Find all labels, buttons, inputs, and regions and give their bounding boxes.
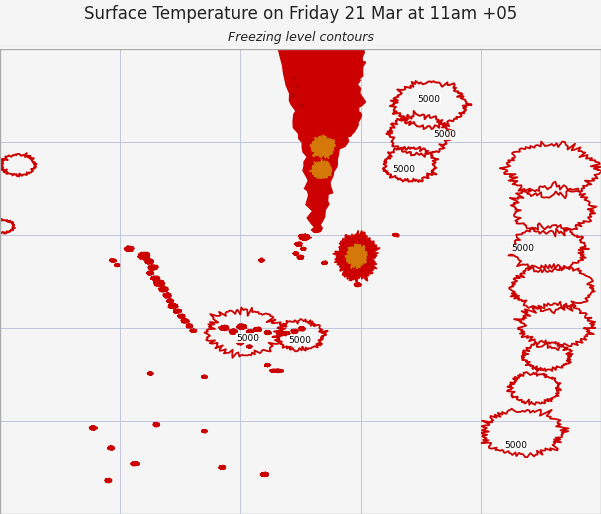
Polygon shape [293,251,299,255]
Polygon shape [218,325,229,331]
Polygon shape [147,271,154,275]
Polygon shape [168,303,178,308]
Polygon shape [294,242,302,247]
Polygon shape [163,292,171,298]
Polygon shape [147,372,153,375]
Text: 5000: 5000 [511,244,534,253]
Polygon shape [201,375,207,378]
Polygon shape [181,319,189,323]
Polygon shape [354,282,361,287]
Polygon shape [201,429,207,433]
Polygon shape [190,329,197,333]
Polygon shape [219,465,226,470]
Polygon shape [109,259,117,262]
Polygon shape [150,276,160,281]
Text: 5000: 5000 [504,440,527,450]
Polygon shape [138,252,150,261]
Polygon shape [269,369,284,373]
Polygon shape [130,461,139,466]
Polygon shape [236,324,246,329]
Polygon shape [310,159,332,179]
Polygon shape [166,299,174,303]
Polygon shape [108,446,115,451]
Polygon shape [264,363,271,367]
Polygon shape [333,230,380,283]
Polygon shape [177,314,185,319]
Polygon shape [392,233,398,237]
Polygon shape [246,345,252,348]
Text: 5000: 5000 [392,166,415,174]
Polygon shape [159,286,168,292]
Polygon shape [114,263,120,267]
Polygon shape [124,246,134,251]
Polygon shape [105,478,112,483]
Polygon shape [229,328,237,335]
Polygon shape [173,309,182,313]
Text: Freezing level contours: Freezing level contours [228,30,373,44]
Polygon shape [291,329,298,334]
Polygon shape [298,326,305,331]
Polygon shape [322,261,328,265]
Polygon shape [260,472,269,477]
Polygon shape [148,265,158,271]
Text: 5000: 5000 [433,131,456,139]
Polygon shape [153,280,165,286]
Polygon shape [345,244,367,269]
Polygon shape [282,331,290,336]
Polygon shape [278,48,365,232]
Text: 5000: 5000 [288,336,311,345]
Polygon shape [300,247,306,250]
Text: 5000: 5000 [418,95,441,103]
Polygon shape [298,234,311,241]
Polygon shape [264,330,272,335]
Polygon shape [153,423,160,427]
Polygon shape [246,329,254,334]
Polygon shape [144,259,154,264]
Text: Surface Temperature on Friday 21 Mar at 11am +05: Surface Temperature on Friday 21 Mar at … [84,5,517,23]
Polygon shape [89,426,97,430]
Polygon shape [258,259,264,262]
Polygon shape [253,327,261,332]
Polygon shape [237,340,244,345]
Text: 5000: 5000 [237,334,260,343]
Polygon shape [297,255,304,260]
Polygon shape [310,135,336,159]
Polygon shape [186,323,193,328]
